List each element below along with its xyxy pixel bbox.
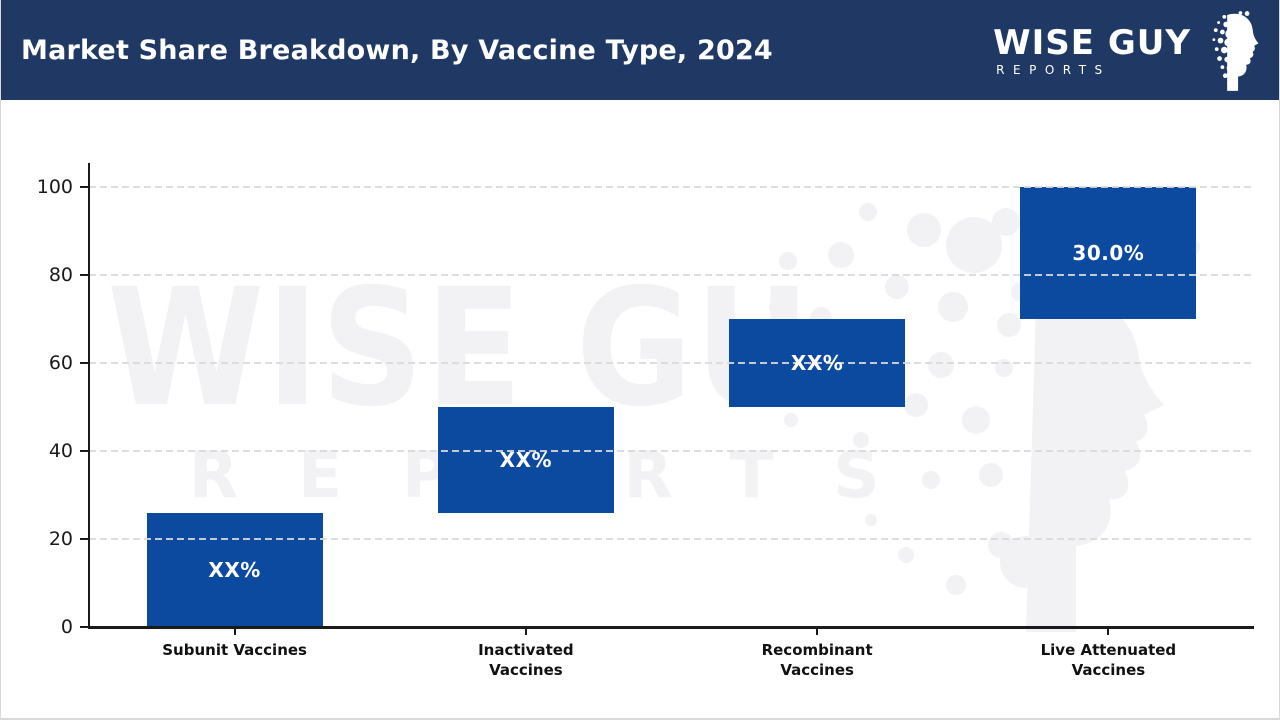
brand-logo-text: WISE GUY REPORTS [993, 26, 1191, 77]
header: Market Share Breakdown, By Vaccine Type,… [1, 0, 1279, 100]
y-gridline [89, 538, 1254, 540]
page-title: Market Share Breakdown, By Vaccine Type,… [21, 34, 773, 66]
y-axis-tick-label: 0 [60, 616, 73, 638]
x-axis-line [87, 625, 1254, 629]
bar-segment [146, 512, 323, 627]
brand-head-icon [1212, 11, 1259, 91]
y-axis-line [87, 163, 90, 629]
y-axis-tick-label: 20 [48, 528, 73, 550]
y-gridline [89, 186, 1254, 188]
bar-value-label: 30.0% [1072, 241, 1145, 265]
y-axis-tick [80, 362, 89, 364]
y-gridline [89, 274, 1254, 276]
x-axis-category-label: Live Attenuated Vaccines [958, 640, 1258, 680]
y-gridline [89, 362, 1254, 364]
y-axis-tick-label: 60 [48, 352, 73, 374]
y-axis-tick [80, 450, 89, 452]
x-axis-category-line: Recombinant [761, 641, 873, 659]
y-axis-tick [80, 626, 89, 628]
bar-value-label: XX% [499, 447, 553, 472]
x-axis-category-label: Subunit Vaccines [85, 640, 385, 660]
x-axis-category-label: Recombinant Vaccines [667, 640, 967, 680]
x-axis-category-line: Subunit Vaccines [162, 641, 307, 659]
x-axis-category-line: Live Attenuated [1040, 641, 1177, 659]
x-axis-category-line: Inactivated [478, 641, 574, 659]
y-axis-tick [80, 186, 89, 188]
brand-wordmark: WISE GUY [993, 22, 1191, 63]
bar-value-label: XX% [208, 557, 261, 582]
y-axis-tick [80, 274, 89, 276]
y-axis-tick-label: 40 [48, 440, 73, 462]
x-axis-tick [1107, 628, 1110, 635]
x-axis-category-line: Vaccines [780, 661, 854, 679]
y-axis-tick-label: 100 [36, 176, 73, 198]
y-gridline [89, 450, 1254, 452]
y-axis-tick-label: 80 [48, 264, 73, 286]
bar-value-label: XX% [790, 351, 844, 375]
bar-segment [437, 407, 614, 513]
y-axis-tick [80, 538, 89, 540]
bar-segment [1020, 187, 1197, 319]
x-axis-tick [524, 628, 527, 635]
x-axis-category-label: Inactivated Vaccines [376, 640, 676, 680]
x-axis-category-line: Vaccines [489, 661, 563, 679]
brand-subtext: REPORTS [996, 62, 1111, 77]
brand-logo: WISE GUY REPORTS [993, 11, 1267, 91]
x-axis-category-line: Vaccines [1071, 661, 1146, 679]
x-axis-tick [233, 628, 236, 635]
x-axis-tick [816, 628, 819, 635]
